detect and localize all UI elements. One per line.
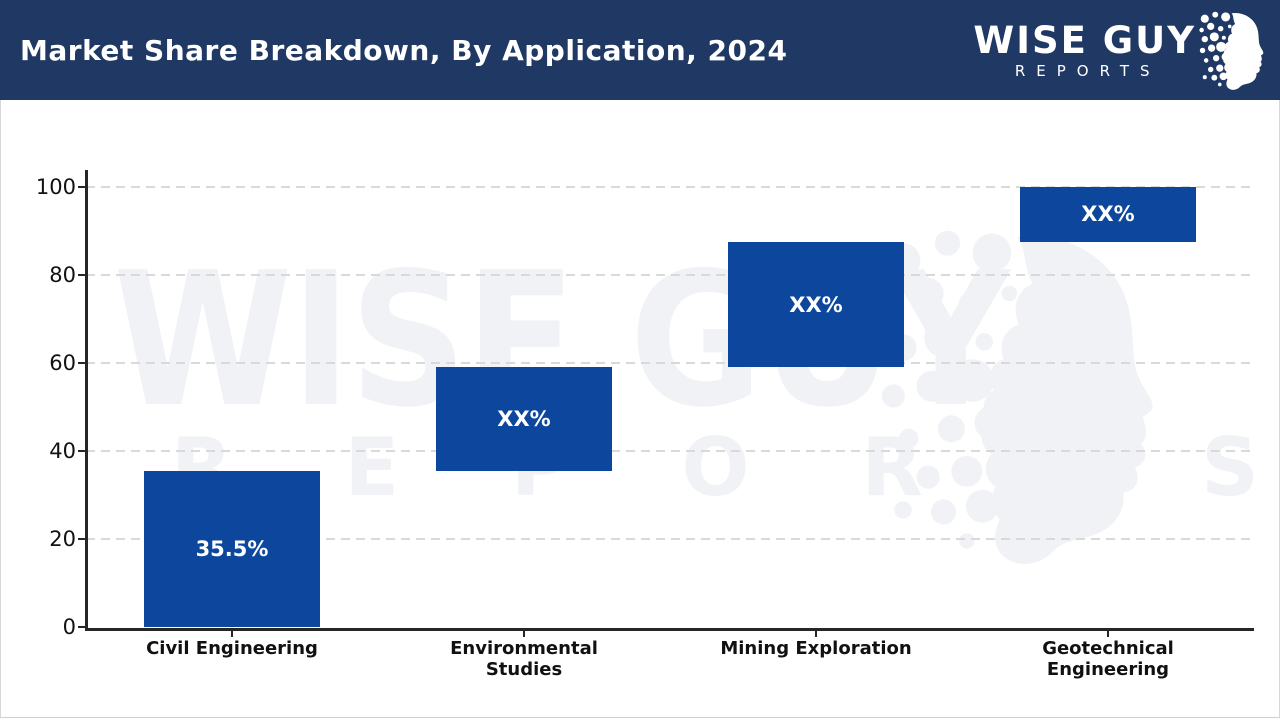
dotted-head-logo-icon [1199,11,1264,90]
y-tick-mark [78,537,86,540]
bar-segment [1020,186,1196,243]
x-tick-mark [1107,630,1109,637]
brand-logo-text: WISE GUY REPORTS [973,22,1196,79]
y-gridline [86,361,1254,364]
y-tick-mark [78,449,86,452]
y-tick-label: 20 [49,526,76,551]
x-category-label: Civil Engineering [146,638,318,659]
page-title: Market Share Breakdown, By Application, … [20,33,788,67]
bar-value-label: XX% [789,292,843,317]
bar-segment [728,242,904,368]
x-category-label: Environmental Studies [450,638,598,680]
y-gridline [86,185,1254,188]
watermark-head-icon [879,230,1153,565]
y-tick-mark [78,626,86,628]
y-tick-mark [78,361,86,364]
y-gridline [86,537,1254,540]
bar-value-label: XX% [1081,202,1135,227]
x-tick-mark [231,630,233,637]
y-gridline [86,273,1254,276]
chart-area: WISE GUY R E P O R T S 0 20 40 60 80 100 35.5%… [0,100,1280,718]
y-tick-label: 80 [49,262,76,287]
brand-logo: WISE GUY REPORTS [973,9,1266,91]
x-tick-mark [523,630,525,637]
y-gridline [86,449,1254,452]
y-tick-label: 40 [49,438,76,463]
x-category-label: Geotechnical Engineering [1042,638,1174,680]
bar-segment [144,470,320,627]
header-bar: Market Share Breakdown, By Application, … [0,0,1280,100]
y-axis-line [85,170,88,630]
y-tick-label: 100 [35,174,76,199]
bar-value-label: 35.5% [195,536,269,561]
brand-subtitle: REPORTS [1014,61,1161,80]
y-tick-mark [78,273,86,276]
x-category-label: Mining Exploration [720,638,912,659]
watermark-text-2: R E P O R T S [171,421,1280,514]
y-tick-label: 60 [49,350,76,375]
y-tick-label: 0 [62,615,76,639]
brand-name: WISE GUY [973,18,1196,62]
bar-segment [436,367,612,471]
x-tick-mark [815,630,817,637]
bar-value-label: XX% [497,406,551,431]
y-tick-mark [78,185,86,188]
x-axis-line [85,627,1254,631]
